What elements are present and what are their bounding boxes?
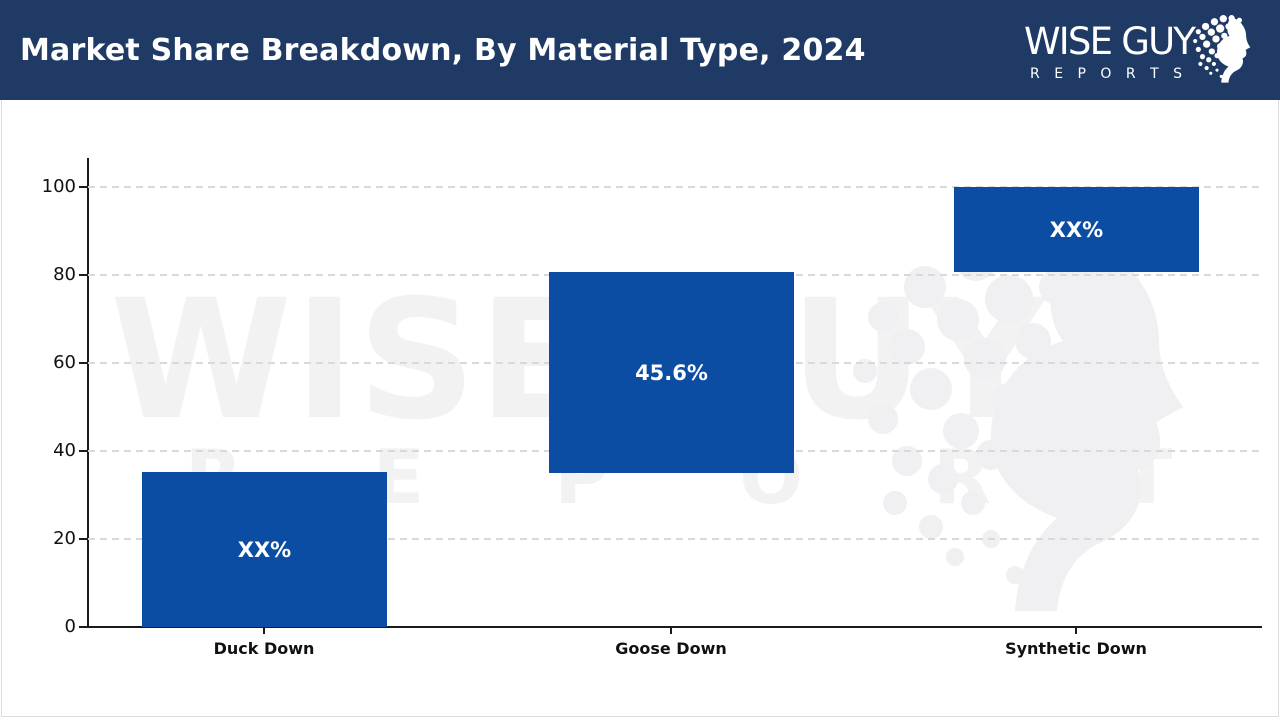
bar-value-label: XX%: [1049, 217, 1104, 242]
wise-guy-reports-logo: WISE GUY R E P O R T S: [1024, 15, 1251, 83]
bar-duck-down: XX%: [142, 472, 387, 627]
bar-value-label: XX%: [237, 537, 292, 562]
y-axis-tick: [79, 626, 88, 628]
x-axis-tick: [670, 628, 672, 634]
y-tick-label: 20: [53, 528, 76, 549]
y-tick-label: 0: [64, 616, 76, 637]
logo-reports-text: R E P O R T S: [1030, 66, 1182, 82]
x-axis-tick: [263, 628, 265, 634]
gridline: [88, 538, 1262, 540]
header-bar: Market Share Breakdown, By Material Type…: [0, 0, 1280, 100]
x-tick-label: Duck Down: [213, 639, 315, 658]
x-axis-tick: [1075, 628, 1077, 634]
logo-face-icon: [1193, 15, 1251, 83]
logo-wordmark: WISE GUY: [1024, 20, 1196, 63]
y-axis-spine: [87, 158, 89, 628]
bar-goose-down: 45.6%: [549, 272, 794, 473]
bar-value-label: 45.6%: [635, 360, 708, 385]
y-tick-label: 100: [41, 176, 76, 197]
y-tick-label: 80: [53, 264, 76, 285]
y-axis-tick: [79, 450, 88, 452]
x-axis-spine: [87, 626, 1262, 628]
gridline: [88, 186, 1262, 188]
x-tick-label: Goose Down: [615, 639, 727, 658]
y-tick-label: 40: [53, 440, 76, 461]
y-axis-tick: [79, 538, 88, 540]
bar-synthetic-down: XX%: [954, 187, 1199, 272]
y-axis-tick: [79, 362, 88, 364]
y-tick-label: 60: [53, 352, 76, 373]
x-tick-label: Synthetic Down: [1005, 639, 1147, 658]
y-axis-tick: [79, 186, 88, 188]
y-axis-tick: [79, 274, 88, 276]
chart-title: Market Share Breakdown, By Material Type…: [20, 32, 866, 68]
